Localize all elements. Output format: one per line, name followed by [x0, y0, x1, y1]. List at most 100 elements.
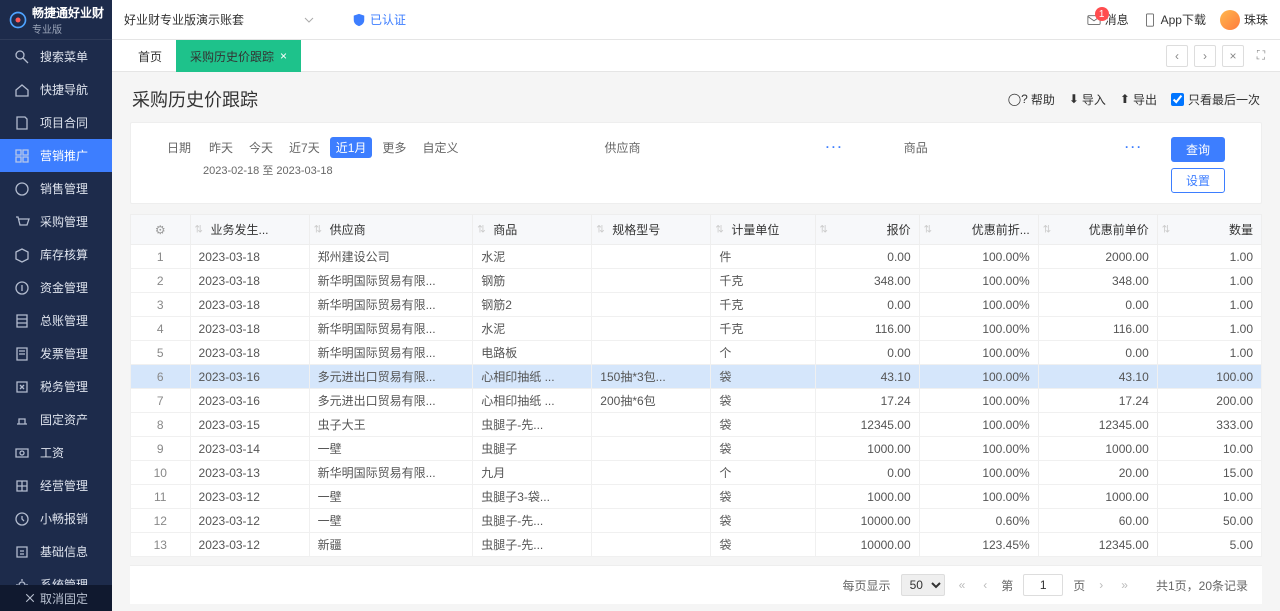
col-9[interactable]: ⇅数量 [1157, 215, 1261, 245]
messages-link[interactable]: 消息 1 [1087, 11, 1129, 28]
sort-icon[interactable]: ⇅ [1162, 224, 1170, 235]
date-quick-3[interactable]: 近1月 [330, 137, 373, 158]
table-row[interactable]: 72023-03-16多元进出口贸易有限...心相印抽纸 ...200抽*6包袋… [131, 389, 1262, 413]
table-row[interactable]: 62023-03-16多元进出口贸易有限...心相印抽纸 ...150抽*3包.… [131, 365, 1262, 389]
page-last[interactable]: » [1117, 578, 1132, 592]
table-row[interactable]: 122023-03-12一壁虫腿子-先...袋10000.000.60%60.0… [131, 509, 1262, 533]
product-more[interactable]: ··· [1125, 140, 1143, 154]
org-selector[interactable]: 好业财专业版演示账套 [124, 11, 324, 28]
col-2[interactable]: ⇅供应商 [309, 215, 473, 245]
sidebar-item-0[interactable]: 搜索菜单 [0, 40, 112, 73]
table-row[interactable]: 82023-03-15虫子大王虫腿子-先...袋12345.00100.00%1… [131, 413, 1262, 437]
sort-icon[interactable]: ⇅ [477, 224, 485, 235]
tax-icon [14, 379, 30, 395]
table-row[interactable]: 102023-03-13新华明国际贸易有限...九月个0.00100.00%20… [131, 461, 1262, 485]
sidebar-item-5[interactable]: 采购管理 [0, 205, 112, 238]
ledger-icon [14, 313, 30, 329]
sidebar-item-15[interactable]: 基础信息 [0, 535, 112, 568]
sidebar-item-11[interactable]: 固定资产 [0, 403, 112, 436]
col-1[interactable]: ⇅业务发生... [190, 215, 309, 245]
sort-icon[interactable]: ⇅ [314, 224, 322, 235]
reimburse-icon [14, 511, 30, 527]
table-row[interactable]: 12023-03-18郑州建设公司水泥件0.00100.00%2000.001.… [131, 245, 1262, 269]
table-row[interactable]: 52023-03-18新华明国际贸易有限...电路板个0.00100.00%0.… [131, 341, 1262, 365]
date-range: 2023-02-18 至 2023-03-18 [203, 162, 464, 178]
supplier-more[interactable]: ··· [826, 140, 844, 154]
sort-icon[interactable]: ⇅ [195, 224, 203, 235]
query-button[interactable]: 查询 [1171, 137, 1225, 162]
page-prev[interactable]: ‹ [979, 578, 991, 592]
table-row[interactable]: 112023-03-12一壁虫腿子3-袋...袋1000.00100.00%10… [131, 485, 1262, 509]
help-link[interactable]: ◯?帮助 [1008, 91, 1055, 108]
date-quick-2[interactable]: 近7天 [283, 137, 326, 158]
sidebar-item-3[interactable]: 营销推广 [0, 139, 112, 172]
asset-icon [14, 412, 30, 428]
col-3[interactable]: ⇅商品 [473, 215, 592, 245]
table-row[interactable]: 32023-03-18新华明国际贸易有限...钢筋2千克0.00100.00%0… [131, 293, 1262, 317]
tab-close-all[interactable]: × [1222, 45, 1244, 67]
page-content: 采购历史价跟踪 ◯?帮助 ⬇导入 ⬆导出 只看最后一次 日期 昨天今天近7天近1… [112, 72, 1280, 611]
table-row[interactable]: 132023-03-12新疆虫腿子-先...袋10000.00123.45%12… [131, 533, 1262, 557]
sidebar-item-6[interactable]: 库存核算 [0, 238, 112, 271]
date-quick-5[interactable]: 自定义 [416, 137, 464, 158]
table-row[interactable]: 92023-03-14一壁虫腿子袋1000.00100.00%1000.0010… [131, 437, 1262, 461]
sort-icon[interactable]: ⇅ [1043, 224, 1051, 235]
chevron-down-icon [304, 15, 314, 25]
home-icon [14, 82, 30, 98]
col-4[interactable]: ⇅规格型号 [592, 215, 711, 245]
sidebar-item-7[interactable]: 资金管理 [0, 271, 112, 304]
perpage-select[interactable]: 50 [901, 574, 945, 596]
sidebar-item-8[interactable]: 总账管理 [0, 304, 112, 337]
sidebar: 畅捷通好业财 专业版 搜索菜单快捷导航项目合同营销推广销售管理采购管理库存核算资… [0, 0, 112, 611]
box-icon [14, 247, 30, 263]
user-menu[interactable]: 珠珠 [1220, 10, 1268, 30]
date-quick-1[interactable]: 今天 [243, 137, 279, 158]
date-label: 日期 [167, 137, 191, 156]
sort-icon[interactable]: ⇅ [924, 224, 932, 235]
sort-icon[interactable]: ⇅ [596, 224, 604, 235]
import-link[interactable]: ⬇导入 [1069, 91, 1106, 108]
sidebar-item-2[interactable]: 项目合同 [0, 106, 112, 139]
sidebar-item-12[interactable]: 工资 [0, 436, 112, 469]
date-quick-4[interactable]: 更多 [376, 137, 412, 158]
col-7[interactable]: ⇅优惠前折... [919, 215, 1038, 245]
table-row[interactable]: 42023-03-18新华明国际贸易有限...水泥千克116.00100.00%… [131, 317, 1262, 341]
salary-icon [14, 445, 30, 461]
col-0[interactable]: ⚙ [131, 215, 191, 245]
col-8[interactable]: ⇅优惠前单价 [1038, 215, 1157, 245]
page-next[interactable]: › [1095, 578, 1107, 592]
fullscreen-button[interactable]: ⛶ [1250, 45, 1272, 67]
table-row[interactable]: 22023-03-18新华明国际贸易有限...钢筋千克348.00100.00%… [131, 269, 1262, 293]
page-title: 采购历史价跟踪 [132, 86, 258, 112]
sort-icon[interactable]: ⇅ [715, 224, 723, 235]
tab-next[interactable]: › [1194, 45, 1216, 67]
page-input[interactable] [1023, 574, 1063, 596]
settings-button[interactable]: 设置 [1171, 168, 1225, 193]
filter-bar: 日期 昨天今天近7天近1月更多自定义 2023-02-18 至 2023-03-… [131, 123, 1261, 203]
sidebar-item-9[interactable]: 发票管理 [0, 337, 112, 370]
sidebar-item-10[interactable]: 税务管理 [0, 370, 112, 403]
money-icon [14, 280, 30, 296]
tab-home[interactable]: 首页 [124, 40, 176, 72]
tab-bar: 首页 采购历史价跟踪 × ‹ › × ⛶ [112, 40, 1280, 72]
invoice-icon [14, 346, 30, 362]
info-icon [14, 544, 30, 560]
col-5[interactable]: ⇅计量单位 [711, 215, 815, 245]
page-first[interactable]: « [955, 578, 970, 592]
sidebar-unpin[interactable]: 取消固定 [0, 585, 112, 611]
sidebar-item-4[interactable]: 销售管理 [0, 172, 112, 205]
col-6[interactable]: ⇅报价 [815, 215, 919, 245]
sidebar-item-14[interactable]: 小畅报销 [0, 502, 112, 535]
tab-purchase-history[interactable]: 采购历史价跟踪 × [176, 40, 301, 72]
export-link[interactable]: ⬆导出 [1120, 91, 1157, 108]
sort-icon[interactable]: ⇅ [820, 224, 828, 235]
sidebar-item-13[interactable]: 经营管理 [0, 469, 112, 502]
last-only-checkbox[interactable]: 只看最后一次 [1171, 91, 1260, 108]
gear-icon[interactable]: ⚙ [155, 223, 166, 237]
pagination: 每页显示 50 « ‹ 第 页 › » 共1页，20条记录 [130, 565, 1262, 604]
close-tab-icon[interactable]: × [280, 49, 287, 63]
tab-prev[interactable]: ‹ [1166, 45, 1188, 67]
sidebar-item-1[interactable]: 快捷导航 [0, 73, 112, 106]
app-download-link[interactable]: App下载 [1143, 11, 1206, 28]
date-quick-0[interactable]: 昨天 [203, 137, 239, 158]
